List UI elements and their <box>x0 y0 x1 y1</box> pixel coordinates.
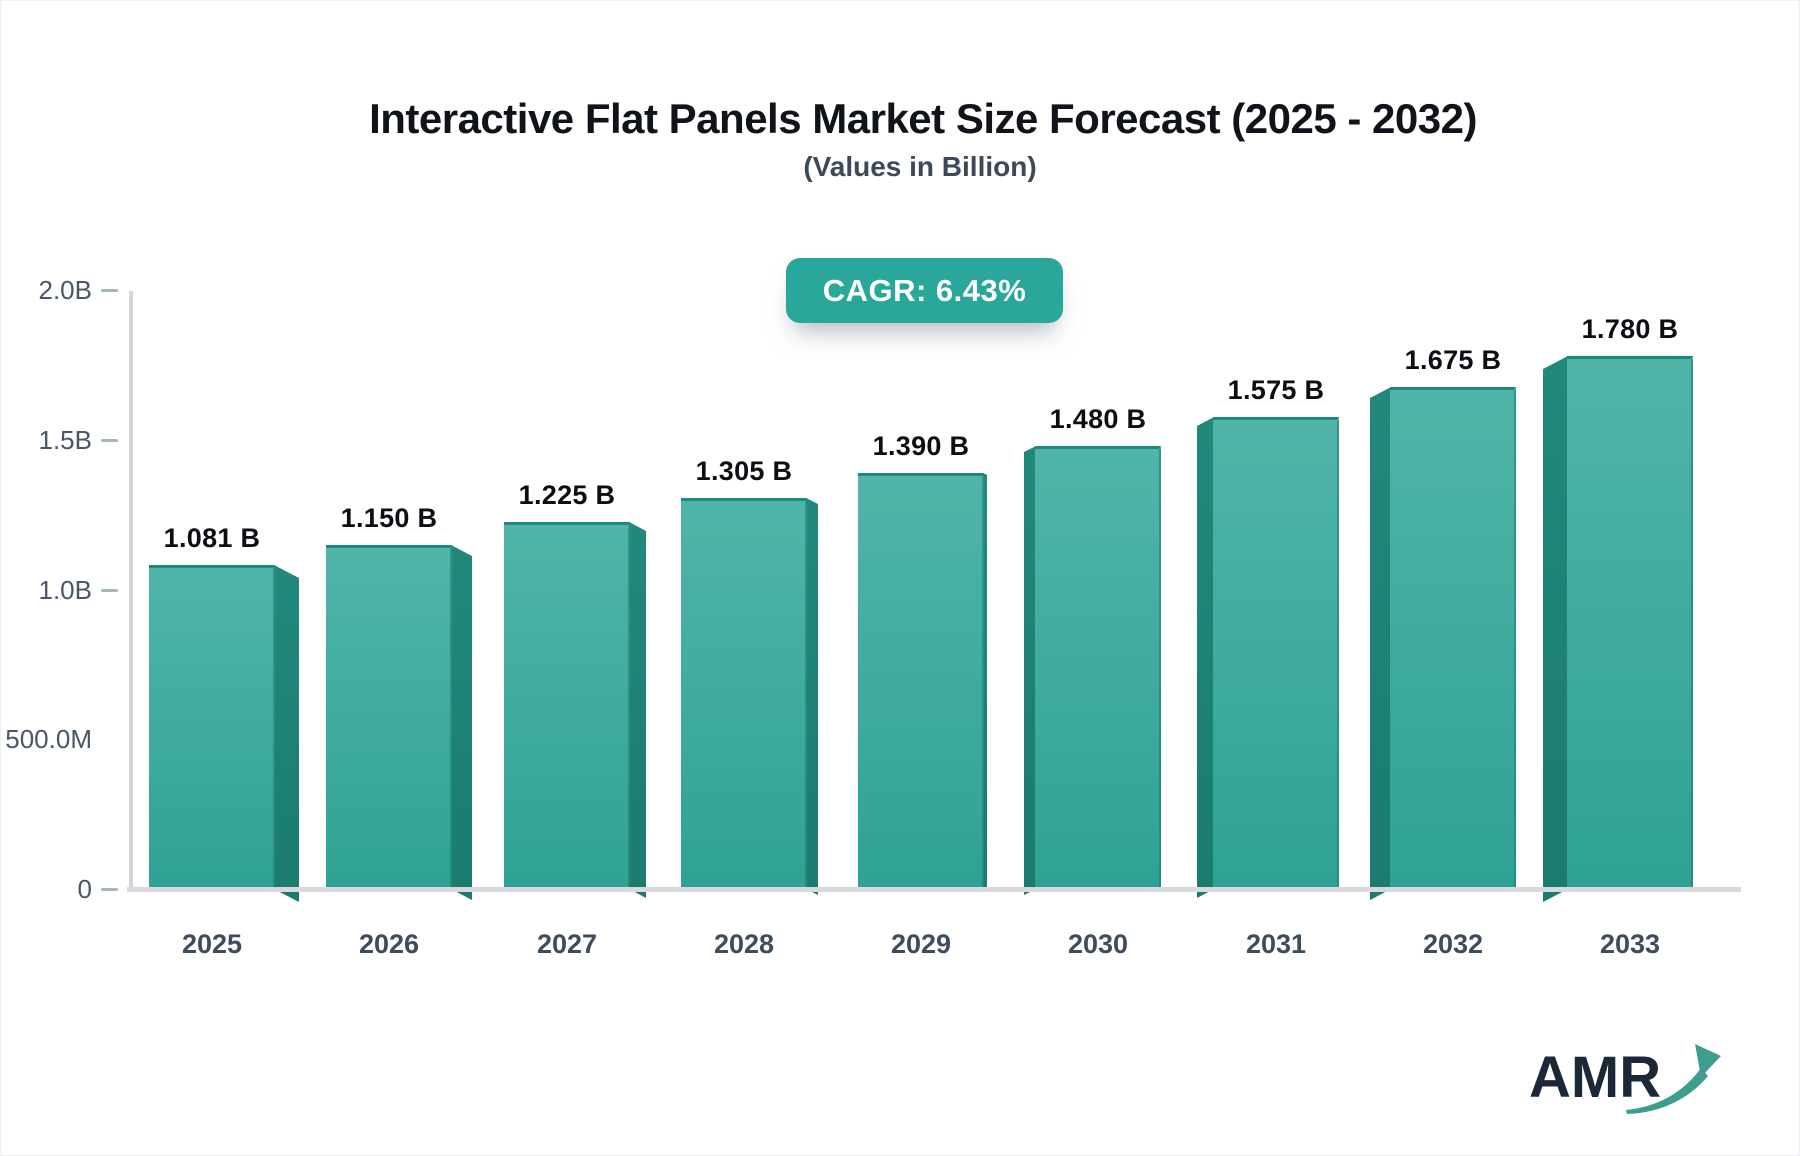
y-tick <box>101 888 118 891</box>
x-axis-label: 2030 <box>1067 929 1129 959</box>
chart-title: Interactive Flat Panels Market Size Fore… <box>369 95 1477 142</box>
bar-value-label: 1.390 B <box>872 431 970 461</box>
x-axis-line <box>127 887 1741 892</box>
bar-value-label: 1.480 B <box>1049 404 1147 434</box>
bar-side-face <box>1024 446 1036 895</box>
bar-2031 <box>1213 417 1339 889</box>
cagr-badge: CAGR: 6.43% <box>786 258 1063 323</box>
x-axis-label: 2033 <box>1599 929 1661 959</box>
bar-side-face <box>1543 356 1568 902</box>
y-axis-label: 1.5B <box>38 425 93 455</box>
bar-side-face <box>1370 387 1391 900</box>
y-axis-label: 0 <box>77 874 92 904</box>
x-axis-label: 2032 <box>1422 929 1484 959</box>
bar-value-label: 1.675 B <box>1404 345 1502 375</box>
x-axis-label: 2025 <box>181 929 243 959</box>
bar-value-label: 1.780 B <box>1581 314 1679 344</box>
x-axis-label: 2031 <box>1245 929 1307 959</box>
bar-2030 <box>1035 446 1161 889</box>
bar-side-face <box>629 522 646 898</box>
bar-2025 <box>149 565 275 889</box>
y-axis-line <box>129 291 133 892</box>
y-axis-label: 2.0B <box>38 275 93 305</box>
x-axis-label: 2029 <box>890 929 952 959</box>
x-axis-label: 2027 <box>536 929 598 959</box>
x-axis-label: 2026 <box>358 929 420 959</box>
bar-2027 <box>504 522 630 889</box>
bar-side-face <box>806 498 818 895</box>
growth-arrow-icon <box>1626 1044 1721 1114</box>
bar-value-label: 1.150 B <box>340 503 438 533</box>
cagr-badge-label: CAGR: 6.43% <box>822 272 1027 308</box>
bar-side-face <box>1197 417 1214 898</box>
bar-2028 <box>681 498 807 889</box>
amr-logo-text: AMR <box>1529 1045 1662 1110</box>
bar-2026 <box>326 545 452 889</box>
bar-2032 <box>1390 387 1516 889</box>
x-axis-label: 2028 <box>713 929 775 959</box>
bar-2033 <box>1567 356 1693 889</box>
amr-logo: AMR <box>1529 1043 1749 1131</box>
bar-side-face <box>983 473 987 891</box>
y-tick <box>101 589 118 592</box>
bar-2029 <box>858 473 984 889</box>
y-tick <box>101 439 118 442</box>
bar-side-face <box>451 545 472 900</box>
y-tick <box>101 289 118 292</box>
y-axis-label: 1.0B <box>38 575 93 605</box>
chart-subtitle: (Values in Billion) <box>803 151 1037 182</box>
y-axis-label: 500.0M <box>5 724 92 754</box>
bar-side-face <box>274 565 299 902</box>
bar-value-label: 1.225 B <box>518 480 616 510</box>
bar-value-label: 1.305 B <box>695 456 793 486</box>
bar-value-label: 1.575 B <box>1227 375 1325 405</box>
bar-value-label: 1.081 B <box>163 523 261 553</box>
